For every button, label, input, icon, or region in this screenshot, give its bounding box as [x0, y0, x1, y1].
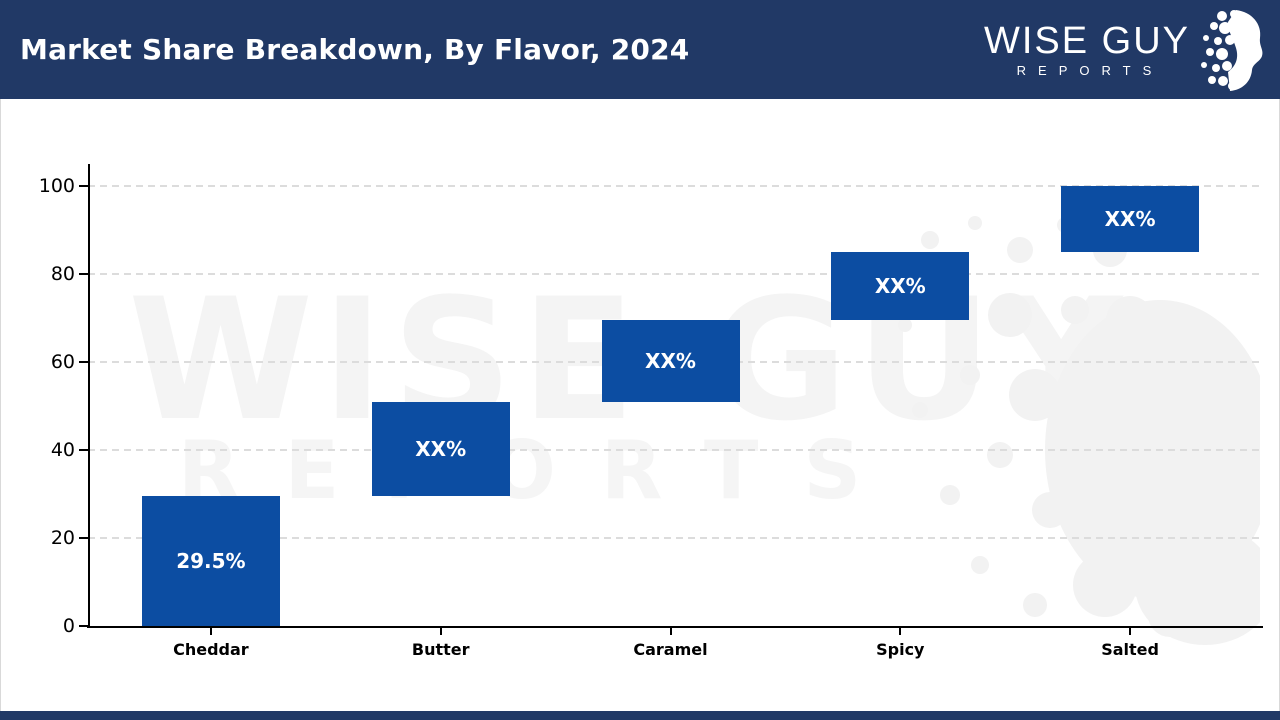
footer-bar — [0, 711, 1280, 720]
bar-cheddar: 29.5% — [141, 496, 280, 626]
y-axis-label-80: 80 — [50, 263, 75, 285]
y-axis-tick-60 — [79, 361, 88, 363]
y-axis-label-20: 20 — [50, 527, 75, 549]
bar-salted: XX% — [1061, 186, 1200, 252]
brand-face-icon — [1201, 10, 1263, 91]
y-axis-spine — [88, 164, 90, 628]
y-axis-tick-20 — [79, 537, 88, 539]
x-axis-tick-spicy — [899, 626, 902, 635]
gridline-100 — [88, 185, 1262, 187]
bar-spicy: XX% — [831, 252, 970, 321]
brand-wordmark: WISE GUY REPORTS — [983, 19, 1190, 79]
waterfall-chart: 0 20 40 60 80 100 29.5% Cheddar XX% Butter XX% Cara… — [0, 100, 1280, 710]
y-axis-tick-40 — [79, 449, 88, 451]
bar-value-label: XX% — [645, 348, 696, 373]
bar-butter: XX% — [371, 401, 510, 497]
bar-value-label: XX% — [415, 436, 467, 461]
header-bar: Market Share Breakdown, By Flavor, 2024 … — [0, 0, 1280, 99]
x-axis-tick-cheddar — [209, 626, 212, 635]
y-axis-label-0: 0 — [62, 615, 75, 637]
y-axis-tick-0 — [79, 625, 88, 627]
brand-subtitle: REPORTS — [1016, 63, 1164, 79]
x-axis-label-butter: Butter — [411, 640, 470, 659]
x-axis-label-spicy: Spicy — [876, 640, 925, 659]
y-axis-tick-100 — [79, 185, 88, 187]
x-axis-tick-salted — [1129, 626, 1132, 635]
bar-value-label: XX% — [1104, 207, 1156, 231]
x-axis-label-cheddar: Cheddar — [173, 640, 249, 659]
x-axis-tick-butter — [439, 626, 442, 635]
gridline-20 — [88, 537, 1262, 539]
x-axis-label-caramel: Caramel — [633, 640, 708, 659]
brand-logo: WISE GUY REPORTS — [984, 8, 1266, 92]
brand-name: WISE GUY — [983, 19, 1190, 62]
y-axis-label-40: 40 — [50, 439, 75, 461]
gridline-80 — [88, 273, 1262, 275]
bar-caramel: XX% — [601, 320, 740, 402]
x-axis-tick-caramel — [669, 626, 672, 635]
x-axis-label-salted: Salted — [1101, 640, 1159, 659]
gridline-40 — [88, 449, 1262, 451]
page-title: Market Share Breakdown, By Flavor, 2024 — [20, 33, 690, 66]
bar-value-label: XX% — [874, 274, 926, 299]
y-axis-label-60: 60 — [50, 351, 75, 373]
x-axis-spine — [87, 626, 1263, 628]
y-axis-label-100: 100 — [38, 175, 75, 197]
bar-value-label: 29.5% — [176, 549, 246, 574]
y-axis-tick-80 — [79, 273, 88, 275]
